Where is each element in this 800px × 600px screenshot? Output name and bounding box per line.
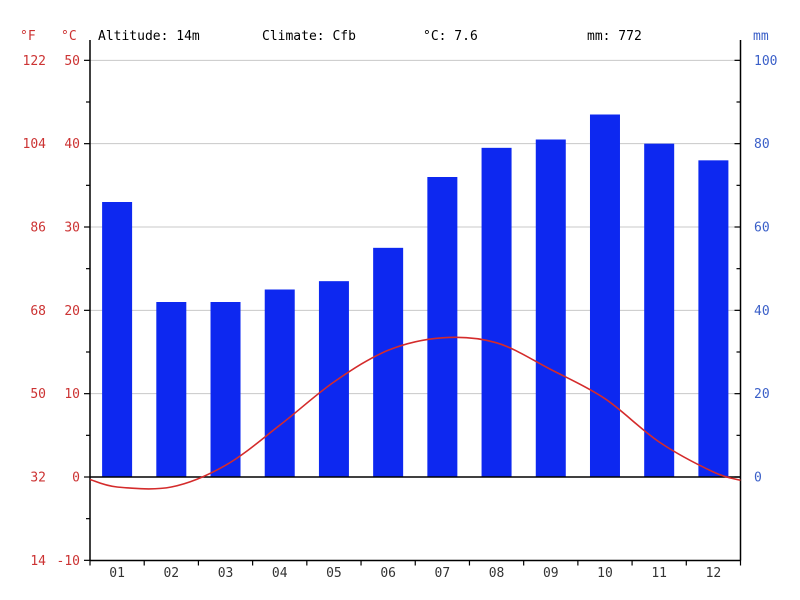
- celsius-tick-label: 30: [64, 221, 80, 236]
- celsius-axis-title: °C: [61, 29, 77, 44]
- mm-tick-label: 0: [754, 471, 762, 486]
- precip-bar: [698, 160, 729, 477]
- mm-tick-label: 100: [754, 54, 777, 69]
- precip-bar: [102, 202, 133, 477]
- fahrenheit-tick-label: 122: [23, 54, 46, 69]
- celsius-tick-label: 0: [72, 471, 80, 486]
- celsius-tick-label: -10: [57, 554, 80, 569]
- mm-tick-label: 40: [754, 304, 770, 319]
- fahrenheit-tick-label: 104: [23, 137, 47, 152]
- fahrenheit-tick-label: 14: [30, 554, 46, 569]
- temperature-line: [89, 336, 741, 490]
- month-label: 12: [706, 566, 722, 581]
- precip-bar: [318, 281, 349, 477]
- precip-bar: [481, 147, 512, 477]
- fahrenheit-tick-label: 50: [30, 387, 46, 402]
- mm-axis-title: mm: [753, 29, 769, 44]
- month-label: 02: [163, 566, 179, 581]
- altitude-label: Altitude: 14m: [98, 29, 200, 44]
- celsius-tick-label: 20: [64, 304, 80, 319]
- mm-tick-label: 20: [754, 387, 770, 402]
- month-label: 09: [543, 566, 559, 581]
- celsius-tick-label: 10: [64, 387, 80, 402]
- precip-bar: [535, 139, 566, 477]
- fahrenheit-tick-label: 32: [30, 471, 46, 486]
- month-label: 08: [489, 566, 505, 581]
- month-label: 05: [326, 566, 342, 581]
- month-label: 04: [272, 566, 288, 581]
- precip-bar: [210, 302, 241, 477]
- climate-class-label: Climate: Cfb: [262, 29, 356, 44]
- annual-temp-label: °C: 7.6: [423, 29, 478, 44]
- month-label: 07: [435, 566, 451, 581]
- annual-precip-label: mm: 772: [587, 29, 642, 44]
- fahrenheit-axis-title: °F: [20, 29, 36, 44]
- precip-bar: [644, 143, 675, 477]
- fahrenheit-tick-label: 86: [30, 221, 46, 236]
- precip-bar: [427, 177, 458, 477]
- precip-bar: [589, 114, 620, 477]
- month-label: 03: [218, 566, 234, 581]
- fahrenheit-tick-label: 68: [30, 304, 46, 319]
- precip-bar: [264, 289, 295, 477]
- precip-bar: [373, 247, 404, 477]
- month-label: 11: [651, 566, 667, 581]
- mm-tick-label: 60: [754, 221, 770, 236]
- month-label: 01: [109, 566, 125, 581]
- precip-bar: [156, 302, 187, 477]
- mm-tick-label: 80: [754, 137, 770, 152]
- celsius-tick-label: 40: [64, 137, 80, 152]
- celsius-tick-label: 50: [64, 54, 80, 69]
- month-label: 06: [380, 566, 396, 581]
- month-label: 10: [597, 566, 613, 581]
